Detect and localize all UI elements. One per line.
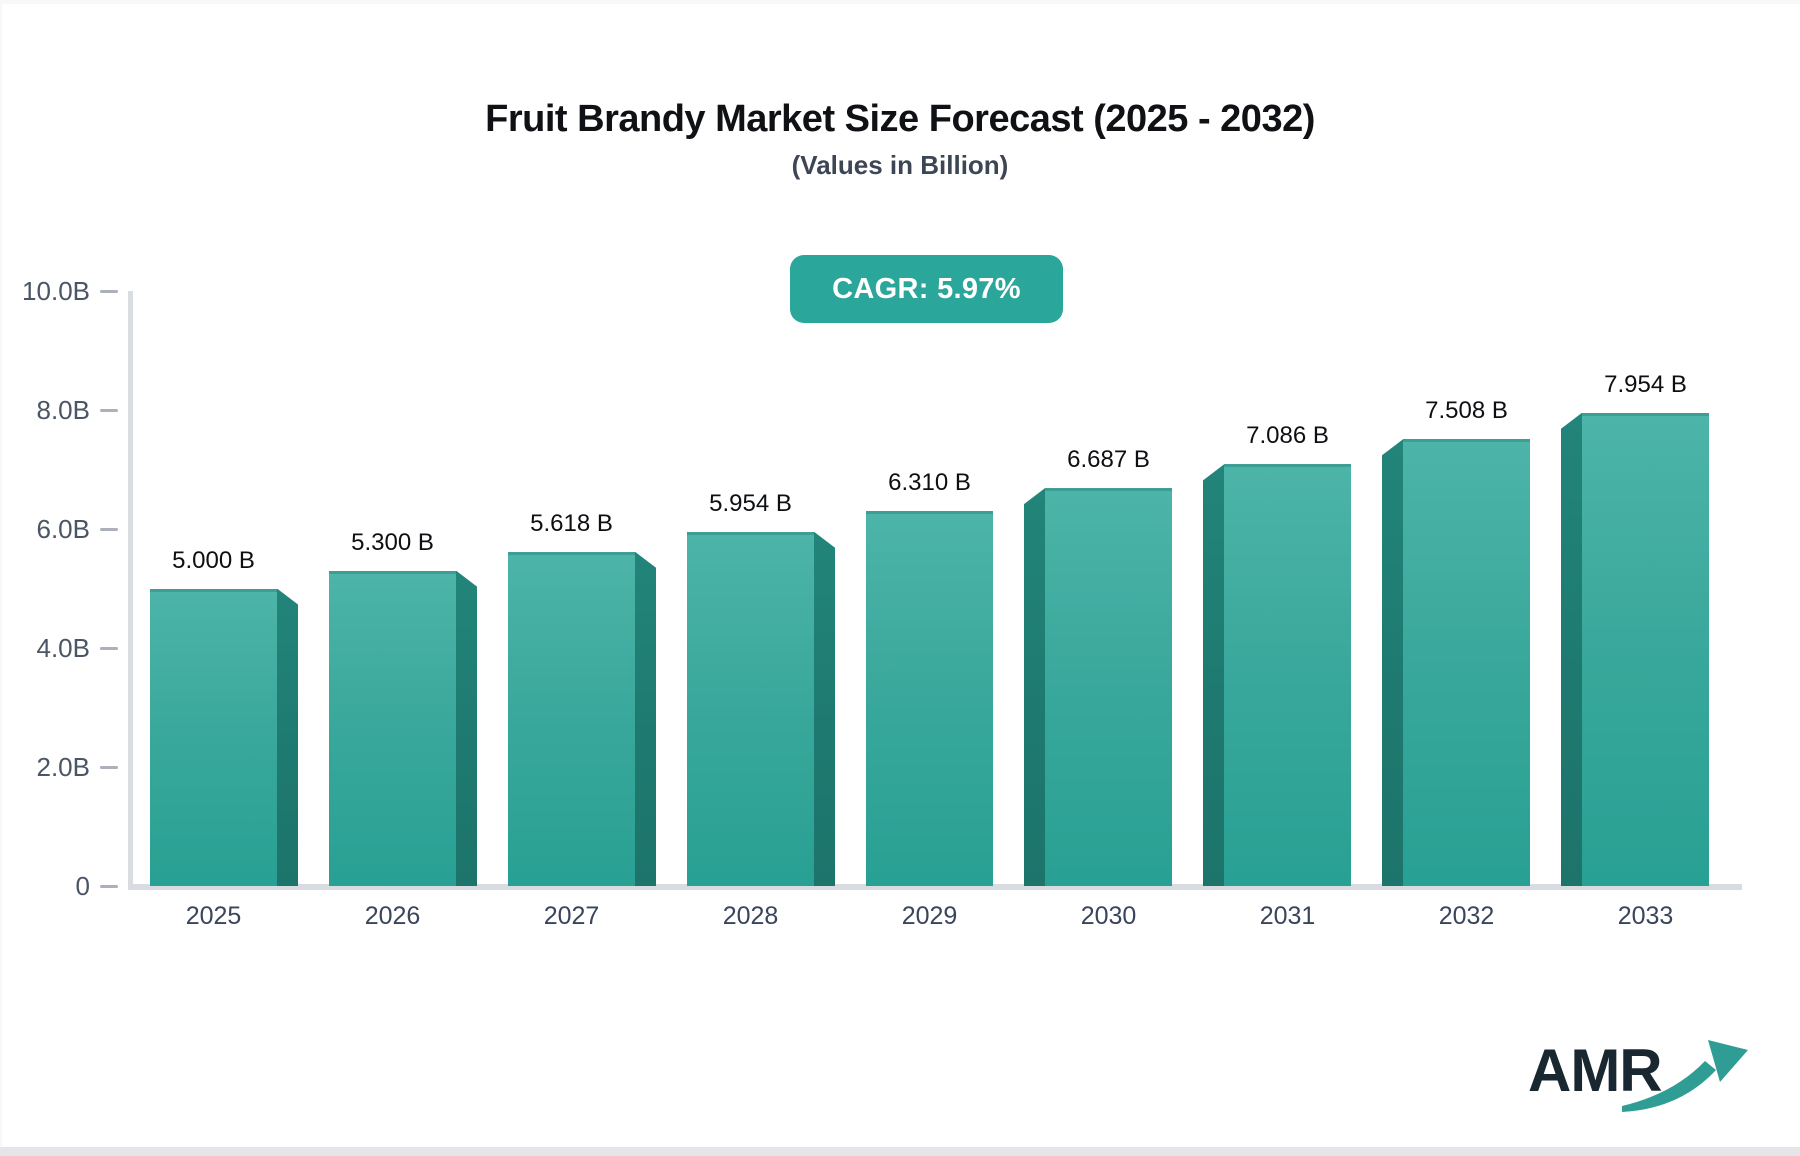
bar-value-label: 5.000 B	[172, 546, 255, 574]
bar-3d-side	[277, 588, 298, 886]
bar-3d-side	[1203, 464, 1224, 886]
y-axis-label: 10.0B	[22, 276, 90, 306]
x-axis-label: 2026	[364, 902, 421, 930]
y-axis-tick	[100, 647, 118, 650]
bar-3d-side	[1024, 488, 1045, 886]
bar-value-label: 5.618 B	[530, 509, 613, 537]
x-axis-label: 2031	[1259, 902, 1316, 930]
bar-value-label: 6.310 B	[888, 468, 971, 496]
x-axis-label: 2032	[1438, 902, 1495, 930]
y-axis-label: 2.0B	[36, 752, 91, 782]
x-axis-label: 2025	[185, 902, 242, 930]
amr-logo: AMR	[1510, 1028, 1760, 1123]
bar-value-label: 7.954 B	[1604, 370, 1687, 398]
x-axis-label: 2028	[722, 902, 779, 930]
bar-value-label: 5.954 B	[709, 489, 792, 517]
card-bottom-edge	[0, 1147, 1800, 1156]
x-axis-label: 2027	[543, 902, 600, 930]
x-axis-baseline	[128, 884, 1742, 890]
y-axis-label: 4.0B	[36, 633, 91, 663]
chart-subtitle: (Values in Billion)	[791, 150, 1009, 180]
y-axis-tick	[100, 885, 118, 888]
cagr-badge: CAGR: 5.97%	[790, 255, 1063, 323]
bar	[1045, 488, 1172, 886]
x-axis-label: 2030	[1080, 902, 1137, 930]
bar-value-label: 7.508 B	[1425, 397, 1508, 425]
bar	[1582, 412, 1709, 886]
y-axis-tick	[100, 766, 118, 769]
growth-arrow-icon	[1622, 1040, 1748, 1112]
x-axis-label: 2029	[901, 902, 958, 930]
y-axis-tick	[100, 290, 118, 293]
bar-3d-side	[456, 570, 477, 886]
bar	[150, 588, 277, 886]
y-axis-label: 8.0B	[36, 395, 91, 425]
bar-value-label: 6.687 B	[1067, 446, 1150, 474]
bar-3d-side	[1561, 412, 1582, 886]
chart-title: Fruit Brandy Market Size Forecast (2025 …	[485, 98, 1315, 140]
x-axis-label: 2033	[1617, 902, 1674, 930]
bar-value-label: 7.086 B	[1246, 422, 1329, 450]
y-axis-line	[128, 291, 133, 886]
bar-3d-side	[635, 551, 656, 886]
cagr-badge-label: CAGR: 5.97%	[832, 272, 1021, 305]
bar	[687, 531, 814, 886]
y-axis-tick	[100, 528, 118, 531]
bar-3d-side	[814, 531, 835, 886]
y-axis-label: 0	[75, 871, 90, 901]
bar-value-label: 5.300 B	[351, 528, 434, 556]
y-axis-label: 6.0B	[36, 514, 91, 544]
bar	[866, 510, 993, 886]
y-axis-tick	[100, 409, 118, 412]
bar	[329, 570, 456, 886]
bar	[508, 551, 635, 886]
bar	[1403, 439, 1530, 886]
bar	[1224, 464, 1351, 886]
bar-3d-side	[1382, 439, 1403, 886]
amr-logo-text: AMR	[1528, 1037, 1663, 1104]
